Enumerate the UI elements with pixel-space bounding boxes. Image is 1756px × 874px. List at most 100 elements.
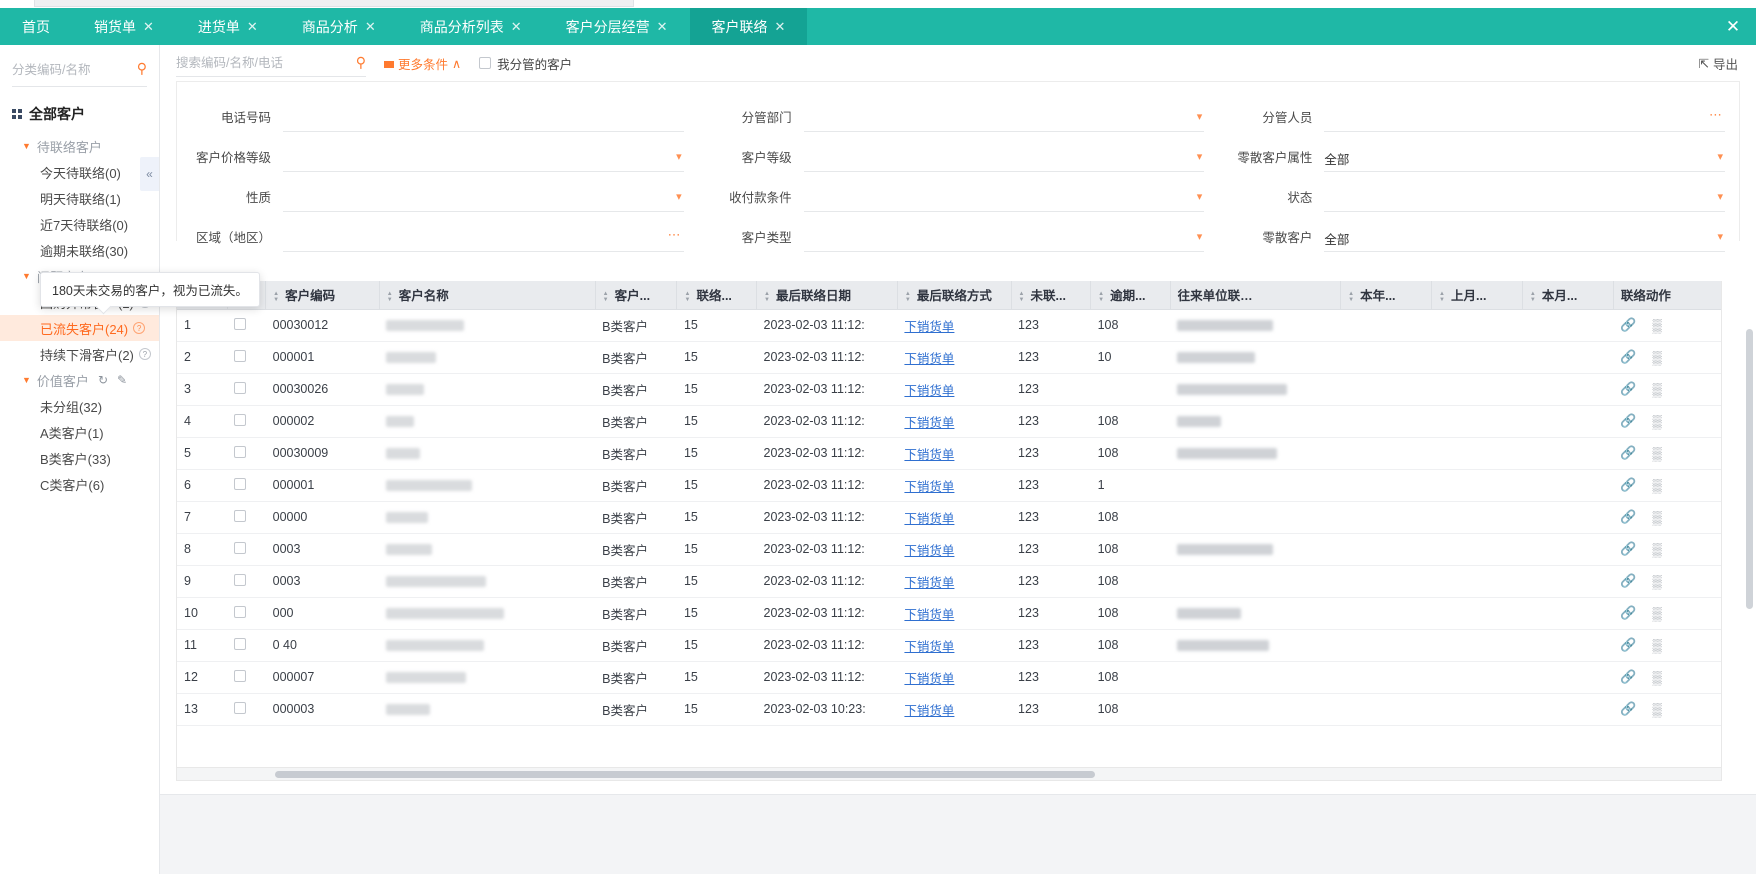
last-contact-way-link[interactable]: 下销货单 xyxy=(904,543,955,558)
cell-actions[interactable]: 🔗 ▒ xyxy=(1613,501,1721,534)
edit-icon[interactable]: ✎ xyxy=(117,373,128,387)
sort-icon[interactable]: ▲ ▼ xyxy=(602,290,609,303)
cell-actions[interactable]: 🔗 ▒ xyxy=(1613,437,1721,470)
table-header-lastdate[interactable]: ▲ ▼ 最后联络日期 xyxy=(756,281,898,310)
tab-purchase-order[interactable]: 进货单 ✕ xyxy=(176,8,280,45)
status-select[interactable]: ▾ xyxy=(1324,185,1725,212)
table-vertical-scrollbar[interactable] xyxy=(1746,289,1753,759)
sort-icon[interactable]: ▲ ▼ xyxy=(764,290,770,303)
table-header-lastway[interactable]: ▲ ▼ 最后联络方式 xyxy=(897,281,1012,310)
cell-lastway[interactable]: 下销货单 xyxy=(897,533,1012,566)
cell-check[interactable] xyxy=(227,437,266,470)
tree-item-class-a[interactable]: A类客户(1) xyxy=(0,419,159,445)
last-contact-way-link[interactable]: 下销货单 xyxy=(904,607,955,622)
link-icon[interactable]: 🔗 xyxy=(1620,669,1637,684)
cell-lastway[interactable]: 下销货单 xyxy=(897,565,1012,598)
last-contact-way-link[interactable]: 下销货单 xyxy=(904,671,955,686)
sidebar-collapse-button[interactable]: « xyxy=(140,157,159,191)
tab-sales-order[interactable]: 销货单 ✕ xyxy=(72,8,176,45)
checkbox-icon[interactable] xyxy=(479,57,492,69)
qrcode-icon[interactable]: ▒ xyxy=(1652,477,1662,493)
refresh-icon[interactable]: ↻ xyxy=(97,373,108,387)
link-icon[interactable]: 🔗 xyxy=(1620,317,1637,332)
close-icon[interactable]: ✕ xyxy=(246,18,258,34)
cell-actions[interactable]: 🔗 ▒ xyxy=(1613,661,1721,694)
row-checkbox[interactable] xyxy=(234,573,246,586)
last-contact-way-link[interactable]: 下销货单 xyxy=(904,415,955,430)
row-checkbox[interactable] xyxy=(234,605,246,618)
sidebar-item-all-customers[interactable]: 全部客户 xyxy=(0,99,159,129)
row-checkbox[interactable] xyxy=(234,509,246,522)
row-checkbox[interactable] xyxy=(234,477,246,490)
close-icon[interactable]: ✕ xyxy=(656,18,668,34)
close-icon[interactable]: ✕ xyxy=(143,18,154,34)
tab-customer-tiering[interactable]: 客户分层经营 ✕ xyxy=(544,8,690,45)
row-checkbox[interactable] xyxy=(234,669,246,682)
link-icon[interactable]: 🔗 xyxy=(1620,605,1637,620)
cell-lastway[interactable]: 下销货单 xyxy=(897,629,1012,662)
sort-icon[interactable]: ▲ ▼ xyxy=(1098,290,1105,303)
tab-product-analysis[interactable]: 商品分析 ✕ xyxy=(280,8,398,45)
cell-check[interactable] xyxy=(227,565,266,598)
row-checkbox[interactable] xyxy=(234,413,246,426)
link-icon[interactable]: 🔗 xyxy=(1620,541,1637,556)
cell-lastway[interactable]: 下销货单 xyxy=(897,309,1012,342)
cell-lastway[interactable]: 下销货单 xyxy=(897,693,1012,726)
last-contact-way-link[interactable]: 下销货单 xyxy=(904,511,955,526)
qrcode-icon[interactable]: ▒ xyxy=(1652,541,1662,557)
tab-home[interactable]: 首页 xyxy=(0,8,72,45)
link-icon[interactable]: 🔗 xyxy=(1620,381,1637,396)
last-contact-way-link[interactable]: 下销货单 xyxy=(904,639,955,654)
qrcode-icon[interactable]: ▒ xyxy=(1652,605,1662,621)
tree-item-lost-customers[interactable]: 已流失客户(24) ? xyxy=(0,315,159,341)
tree-group-pending-contact[interactable]: ▼ 待联络客户 xyxy=(0,133,159,159)
table-header-lastmonth[interactable]: ▲ ▼ 上月... xyxy=(1431,281,1523,310)
sort-icon[interactable]: ▲ ▼ xyxy=(904,290,911,303)
last-contact-way-link[interactable]: 下销货单 xyxy=(904,479,955,494)
table-row[interactable]: 5 00030009 B类客户 15 2023-02-03 11:12: 下销货单 123 1… xyxy=(177,437,1721,470)
table-row[interactable]: 10 000 B类客户 15 2023-02-03 11:12: 下销货单 123 108 🔗 ▒ xyxy=(177,597,1721,630)
tree-group-value-customers[interactable]: ▼ 价值客户 ↻ ✎ xyxy=(0,367,159,393)
table-row[interactable]: 8 0003 B类客户 15 2023-02-03 11:12: 下销货单 123 108 🔗 ▒ xyxy=(177,533,1721,566)
cell-check[interactable] xyxy=(227,501,266,534)
ellipsis-icon[interactable]: ⋯ xyxy=(667,227,682,242)
retail-attribute-select[interactable]: 全部 ▾ xyxy=(1324,145,1725,172)
cell-actions[interactable]: 🔗 ▒ xyxy=(1613,405,1721,438)
nature-select[interactable]: ▾ xyxy=(283,185,684,212)
table-header-thismonth[interactable]: ▲ ▼ 本月... xyxy=(1522,281,1614,310)
owner-picker[interactable]: ⋯ xyxy=(1324,105,1725,132)
last-contact-way-link[interactable]: 下销货单 xyxy=(904,351,955,366)
cell-check[interactable] xyxy=(227,661,266,694)
more-conditions-toggle[interactable]: 更多条件 ∧ xyxy=(384,54,461,73)
table-header-ctype[interactable]: ▲ ▼ 客户... xyxy=(595,281,678,310)
table-row[interactable]: 2 000001 B类客户 15 2023-02-03 11:12: 下销货单 123 10 🔗… xyxy=(177,341,1721,374)
row-checkbox[interactable] xyxy=(234,541,246,554)
sort-icon[interactable]: ▲ ▼ xyxy=(273,290,280,303)
last-contact-way-link[interactable]: 下销货单 xyxy=(904,383,955,398)
link-icon[interactable]: 🔗 xyxy=(1620,509,1637,524)
cell-lastway[interactable]: 下销货单 xyxy=(897,469,1012,502)
scrollbar-thumb[interactable] xyxy=(1746,329,1753,609)
qrcode-icon[interactable]: ▒ xyxy=(1652,701,1662,717)
cell-check[interactable] xyxy=(227,629,266,662)
cell-check[interactable] xyxy=(227,469,266,502)
table-row[interactable]: 9 0003 B类客户 15 2023-02-03 11:12: 下销货单 123 108 🔗 ▒ xyxy=(177,565,1721,598)
category-search-input[interactable] xyxy=(12,57,147,83)
cell-check[interactable] xyxy=(227,693,266,726)
export-button[interactable]: ⇱ 导出 xyxy=(1699,54,1739,73)
close-icon[interactable]: ✕ xyxy=(364,18,376,34)
link-icon[interactable]: 🔗 xyxy=(1620,701,1637,716)
row-checkbox[interactable] xyxy=(234,637,246,650)
table-row[interactable]: 3 00030026 B类客户 15 2023-02-03 11:12: 下销货单 123 🔗… xyxy=(177,373,1721,406)
sort-icon[interactable]: ▲ ▼ xyxy=(684,290,691,303)
cell-lastway[interactable]: 下销货单 xyxy=(897,661,1012,694)
link-icon[interactable]: 🔗 xyxy=(1620,573,1637,588)
tree-item-7days-pending[interactable]: 近7天待联络(0) xyxy=(0,211,159,237)
retail-customer-select[interactable]: 全部 ▾ xyxy=(1324,225,1725,252)
cell-check[interactable] xyxy=(227,597,266,630)
qrcode-icon[interactable]: ▒ xyxy=(1652,573,1662,589)
my-customers-checkbox-row[interactable]: 我分管的客户 xyxy=(479,54,572,73)
row-checkbox[interactable] xyxy=(234,445,246,458)
table-header-contact[interactable]: ▲ ▼ 联络... xyxy=(676,281,758,310)
tree-item-overdue-uncontacted[interactable]: 逾期未联络(30) xyxy=(0,237,159,263)
